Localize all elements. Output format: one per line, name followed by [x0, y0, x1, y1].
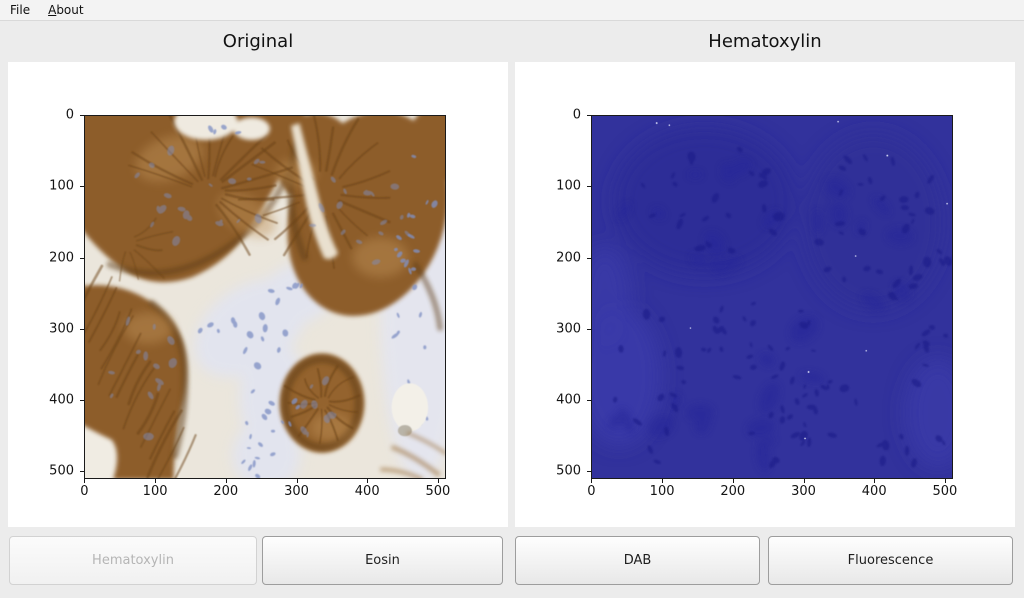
fibrous-streaks	[85, 116, 391, 478]
tick-mark	[587, 399, 591, 401]
original-image	[84, 115, 446, 479]
gland-nuclei	[108, 145, 411, 441]
tick-label: 0	[587, 484, 596, 499]
tick-label: 500	[556, 463, 581, 479]
tick-mark	[80, 186, 84, 188]
stain-button-fluorescence[interactable]: Fluorescence	[768, 536, 1013, 585]
mottle-layer	[609, 159, 913, 472]
tick-mark	[80, 328, 84, 330]
panel-title-original: Original	[222, 31, 294, 52]
menu-about[interactable]: About	[48, 3, 84, 17]
tick-mark	[80, 470, 84, 472]
stain-button-eosin[interactable]: Eosin	[262, 536, 503, 585]
tick-mark	[437, 479, 439, 483]
corner-wisps	[380, 431, 445, 478]
tick-label: 300	[791, 484, 816, 499]
hematoxylin-image	[591, 115, 953, 479]
figure-panel-hematoxylin: 0 100 200 300 400 500 0 100 200 300 400 500	[515, 62, 1015, 527]
tick-mark	[80, 115, 84, 117]
tick-mark	[367, 479, 369, 483]
ihc-stained-tissue-micrograph	[85, 116, 445, 478]
tick-label: 100	[142, 484, 168, 499]
tick-mark	[944, 479, 946, 483]
hematoxylin-channel-micrograph	[592, 116, 952, 478]
tick-mark	[591, 479, 593, 483]
tick-label: 100	[556, 178, 581, 194]
tick-label: 0	[65, 107, 74, 123]
tick-label: 400	[49, 392, 74, 408]
tick-mark	[662, 479, 664, 483]
tick-mark	[874, 479, 876, 483]
tick-mark	[80, 399, 84, 401]
tick-label: 300	[284, 484, 309, 499]
tick-label: 500	[49, 463, 74, 479]
menu-file[interactable]: File	[10, 3, 31, 17]
nuclei-layer	[612, 146, 952, 468]
tick-mark	[587, 328, 591, 330]
tick-label: 400	[861, 484, 887, 499]
menubar: File About	[0, 0, 1024, 21]
gland-lumens	[174, 116, 339, 260]
figure-panel-original: 0 100 200 300 400 500 0 100 200 300 400 500	[8, 62, 508, 527]
tick-label: 300	[556, 321, 581, 337]
tick-label: 200	[556, 250, 581, 265]
bright-specks	[655, 120, 948, 440]
tick-label: 400	[556, 392, 581, 408]
tick-label: 200	[720, 484, 746, 499]
tick-label: 500	[425, 484, 451, 499]
tick-label: 100	[49, 178, 74, 194]
tick-label: 400	[354, 484, 380, 499]
tick-label: 200	[49, 250, 74, 265]
stain-button-hematoxylin[interactable]: Hematoxylin	[9, 536, 257, 585]
stain-button-dab[interactable]: DAB	[515, 536, 760, 585]
tick-mark	[296, 479, 298, 483]
tick-mark	[155, 479, 157, 483]
panel-title-hematoxylin: Hematoxylin	[708, 31, 822, 52]
tick-mark	[587, 115, 591, 117]
tick-label: 200	[213, 484, 239, 499]
tick-label: 0	[80, 484, 89, 499]
tick-mark	[587, 186, 591, 188]
tick-mark	[80, 257, 84, 259]
tick-label: 0	[572, 107, 581, 123]
tick-mark	[84, 479, 86, 483]
tick-label: 300	[49, 321, 74, 337]
tick-mark	[587, 470, 591, 472]
tick-label: 500	[932, 484, 958, 499]
tick-mark	[587, 257, 591, 259]
tick-mark	[803, 479, 805, 483]
tick-label: 100	[649, 484, 675, 499]
tick-mark	[225, 479, 227, 483]
tick-mark	[732, 479, 734, 483]
